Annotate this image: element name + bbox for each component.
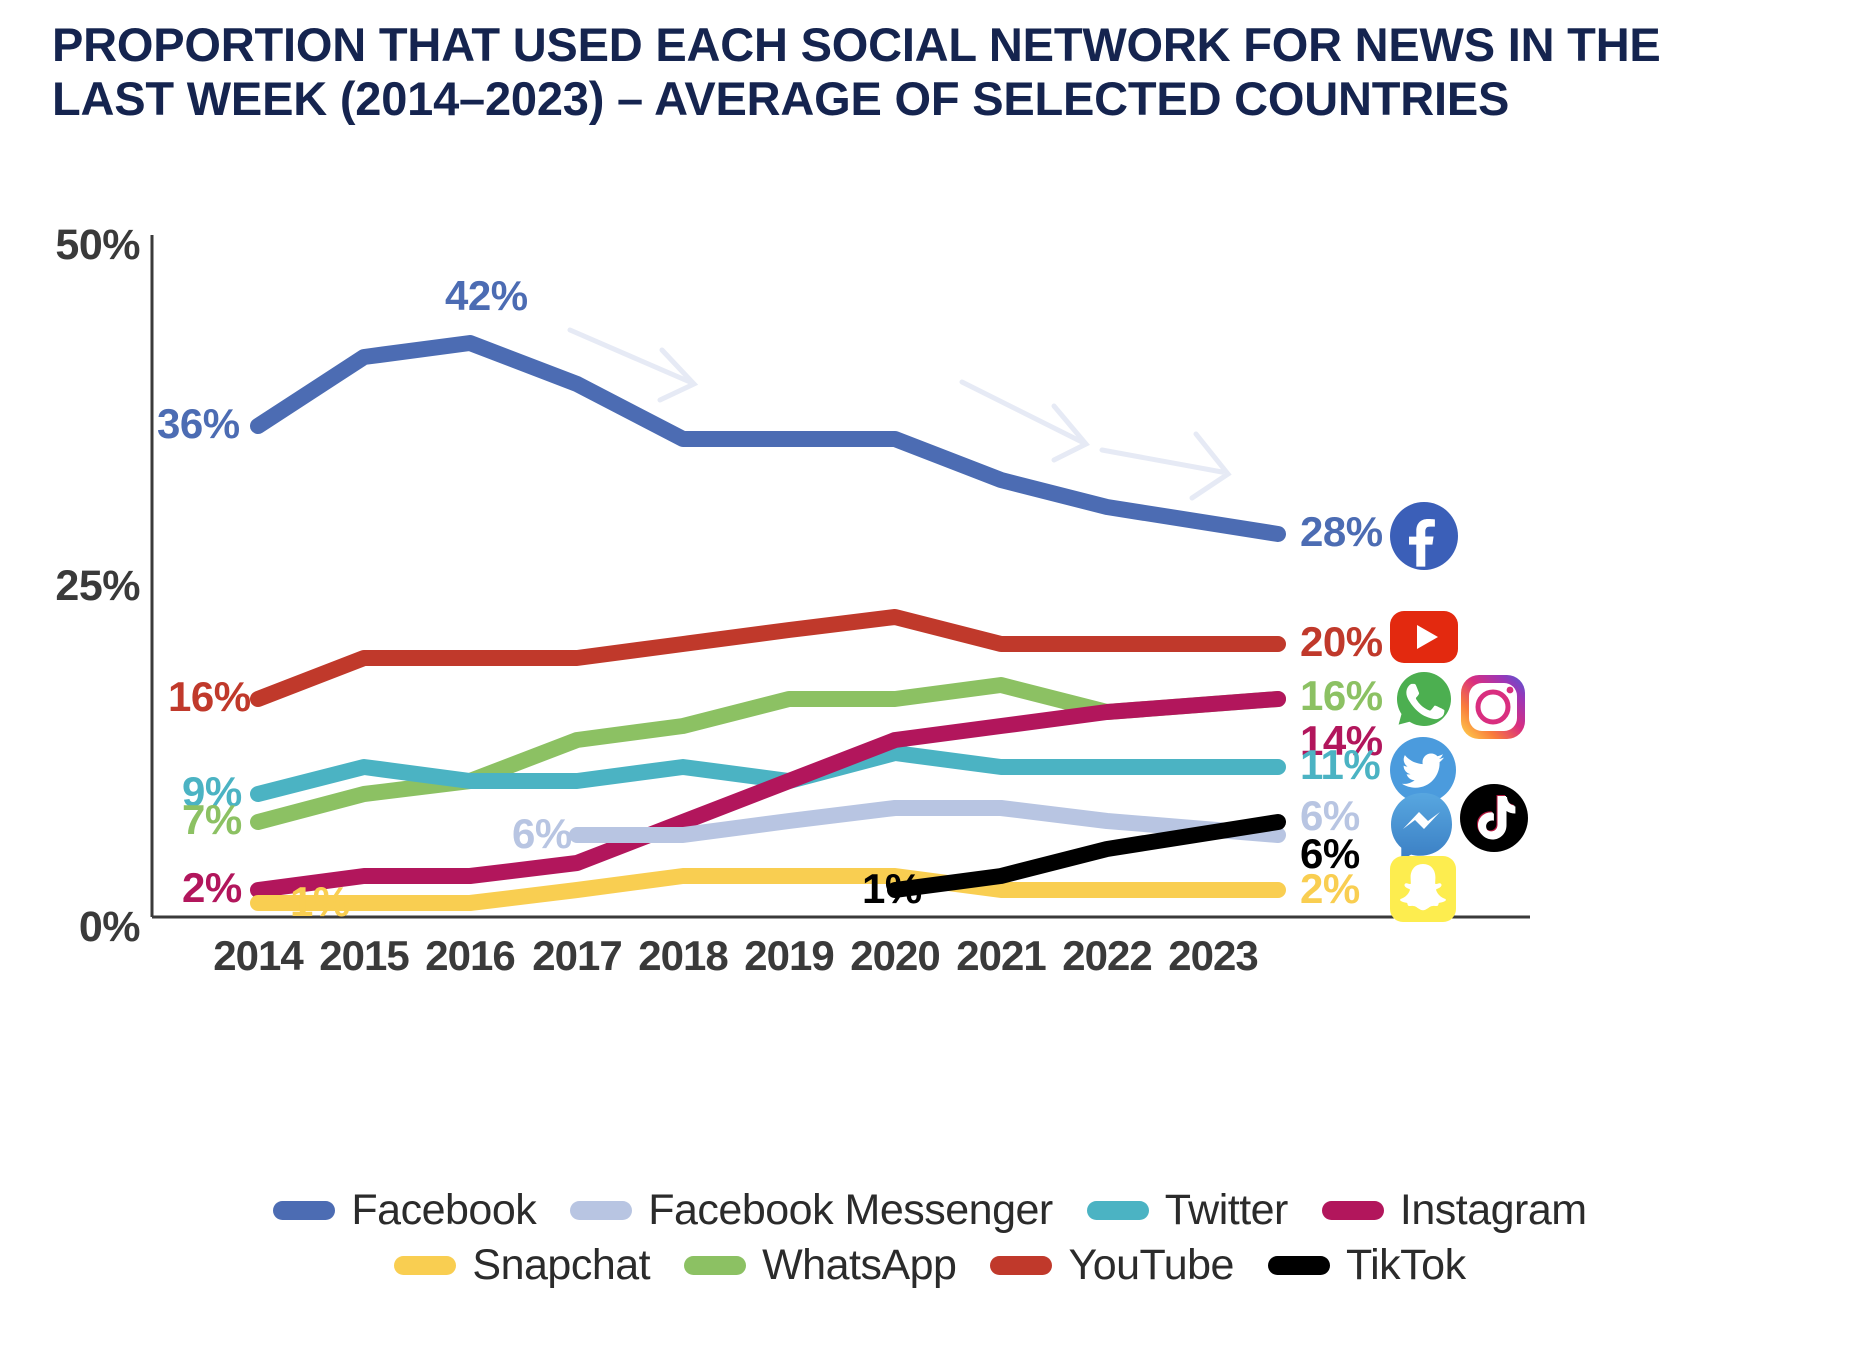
legend-label-facebook-messenger: Facebook Messenger: [648, 1186, 1053, 1234]
chart-plot-area: 50% 25% 0%: [0, 210, 1860, 1170]
legend-item-whatsapp[interactable]: WhatsApp: [684, 1241, 957, 1290]
y-axis-tick-50: 50%: [55, 221, 140, 269]
decline-arrow-2: [959, 379, 1090, 463]
instagram-icon: [1458, 672, 1528, 747]
legend-row-1: Facebook Facebook Messenger Twitter Inst…: [0, 1186, 1860, 1235]
snapchat-icon: [1388, 854, 1458, 929]
decline-arrow-1: [567, 327, 699, 403]
twitter-end-label: 11%: [1300, 741, 1381, 788]
line-facebook-messenger: [569, 800, 1286, 843]
legend-swatch-facebook: [273, 1201, 336, 1220]
facebook-start-label: 36%: [157, 400, 240, 447]
legend-label-twitter: Twitter: [1164, 1186, 1289, 1234]
tiktok-end-label: 6%: [1300, 830, 1360, 877]
snapchat-end-label: 2%: [1300, 865, 1360, 912]
line-whatsapp: [250, 677, 1286, 830]
legend-swatch-tiktok: [1267, 1256, 1330, 1275]
page-title: Proportion that used each social network…: [52, 18, 1661, 125]
messenger-start-label: 6%: [512, 810, 572, 857]
legend-label-instagram: Instagram: [1399, 1186, 1587, 1234]
facebook-peak-label: 42%: [445, 272, 528, 319]
line-snapchat: [250, 868, 1286, 911]
legend-swatch-facebook-messenger: [570, 1201, 633, 1220]
snapchat-start-label: 1%: [290, 878, 350, 925]
legend-swatch-whatsapp: [684, 1256, 747, 1275]
y-axis-tick-25: 25%: [55, 562, 140, 610]
legend-swatch-snapchat: [394, 1256, 457, 1275]
decline-arrow-3: [1099, 431, 1232, 501]
x-axis-tick-2014: 2014: [213, 932, 303, 979]
whatsapp-start-label: 7%: [182, 796, 242, 843]
legend-label-youtube: YouTube: [1068, 1241, 1234, 1289]
instagram-start-label: 2%: [182, 864, 242, 911]
x-axis-tick-2022: 2022: [1062, 932, 1152, 979]
line-facebook: [250, 335, 1286, 542]
whatsapp-icon: [1386, 662, 1462, 743]
whatsapp-end-label: 16%: [1300, 672, 1383, 719]
legend-label-whatsapp: WhatsApp: [762, 1241, 957, 1289]
chart-lines-svg: [150, 235, 1530, 919]
x-axis-tick-2017: 2017: [532, 932, 622, 979]
legend-item-facebook[interactable]: Facebook: [273, 1186, 537, 1235]
legend-swatch-youtube: [990, 1256, 1053, 1275]
legend-swatch-twitter: [1086, 1201, 1149, 1220]
line-instagram: [250, 691, 1286, 898]
x-axis-tick-2016: 2016: [425, 932, 515, 979]
twitter-icon: [1388, 735, 1458, 810]
legend-item-snapchat[interactable]: Snapchat: [394, 1241, 651, 1290]
x-axis-tick-2018: 2018: [638, 932, 728, 979]
line-twitter: [250, 745, 1286, 802]
line-tiktok: [887, 814, 1286, 898]
x-axis-tick-2023: 2023: [1168, 932, 1258, 979]
legend-label-snapchat: Snapchat: [472, 1241, 651, 1289]
legend-item-instagram[interactable]: Instagram: [1321, 1186, 1587, 1235]
legend-item-facebook-messenger[interactable]: Facebook Messenger: [570, 1186, 1053, 1235]
instagram-end-label: 14%: [1300, 717, 1383, 764]
tiktok-icon: [1458, 782, 1530, 859]
tiktok-start-label: 1%: [862, 865, 922, 912]
facebook-end-label: 28%: [1300, 508, 1383, 555]
youtube-icon: [1388, 608, 1460, 671]
chart-legend: Facebook Facebook Messenger Twitter Inst…: [0, 1186, 1860, 1296]
legend-item-youtube[interactable]: YouTube: [990, 1241, 1234, 1290]
x-axis-tick-2019: 2019: [744, 932, 834, 979]
legend-label-facebook: Facebook: [351, 1186, 537, 1234]
line-youtube: [250, 609, 1286, 707]
messenger-end-label: 6%: [1300, 792, 1360, 839]
x-axis-tick-2015: 2015: [319, 932, 409, 979]
facebook-icon: [1388, 500, 1460, 577]
legend-row-2: Snapchat WhatsApp YouTube TikTok: [0, 1241, 1860, 1290]
youtube-end-label: 20%: [1300, 618, 1383, 665]
twitter-start-label: 9%: [182, 768, 242, 815]
legend-swatch-instagram: [1321, 1201, 1384, 1220]
messenger-icon: [1388, 790, 1458, 865]
legend-label-tiktok: TikTok: [1345, 1241, 1466, 1289]
x-axis-tick-2020: 2020: [850, 932, 940, 979]
legend-item-tiktok[interactable]: TikTok: [1267, 1241, 1466, 1290]
youtube-start-label: 16%: [168, 673, 251, 720]
legend-item-twitter[interactable]: Twitter: [1086, 1186, 1289, 1235]
y-axis-tick-0: 0%: [78, 903, 141, 951]
x-axis-tick-2021: 2021: [956, 932, 1046, 979]
